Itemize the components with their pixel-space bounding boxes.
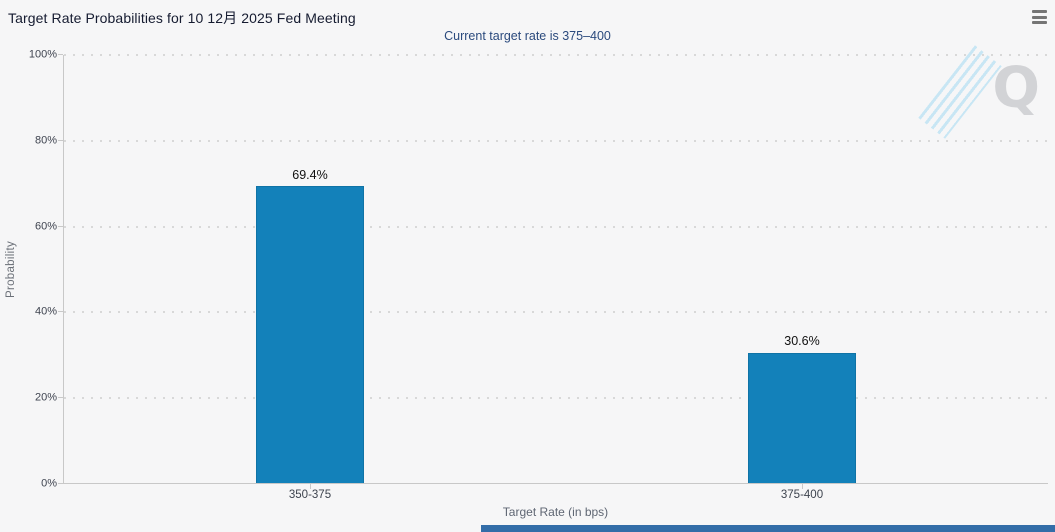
plot-area: Q 69.4% 30.6%	[58, 45, 1048, 489]
probability-bar[interactable]	[256, 186, 364, 484]
probability-bar[interactable]	[748, 352, 856, 484]
y-tick-label: 60%	[34, 220, 57, 233]
gridline	[64, 139, 1048, 142]
y-axis-tick-labels: 0% 20% 40% 60% 80% 100%	[0, 49, 57, 489]
gridline	[64, 311, 1048, 314]
y-tick-mark	[58, 311, 63, 313]
bar-slot: 30.6%	[556, 55, 1048, 489]
x-axis-tick-labels: 350-375 375-400	[64, 489, 1048, 501]
y-tick-label: 80%	[34, 134, 57, 147]
y-tick-label: 0%	[41, 477, 57, 490]
y-tick-label: 40%	[34, 305, 57, 318]
hamburger-bar	[1032, 21, 1047, 24]
bar-value-label: 69.4%	[292, 167, 328, 182]
gridline	[64, 397, 1048, 400]
bar-value-label: 30.6%	[784, 334, 820, 349]
chart-subtitle: Current target rate is 375–400	[444, 29, 611, 43]
bar-slot: 69.4%	[64, 55, 556, 489]
y-tick-mark	[58, 483, 63, 484]
y-tick-mark	[58, 225, 63, 227]
x-tick-label: 350-375	[288, 489, 332, 501]
hamburger-bar	[1032, 10, 1047, 13]
gridline	[64, 54, 1048, 56]
gridline	[64, 225, 1048, 228]
y-tick-mark	[58, 54, 63, 55]
x-axis-line	[63, 483, 1048, 484]
y-axis-line	[63, 55, 64, 484]
x-axis-title: Target Rate (in bps)	[502, 505, 609, 519]
y-tick-mark	[58, 139, 63, 141]
chart-title: Target Rate Probabilities for 10 12月 202…	[8, 10, 356, 26]
y-tick-label: 100%	[28, 48, 57, 61]
hamburger-bar	[1032, 15, 1047, 19]
y-tick-label: 20%	[34, 391, 57, 404]
bars-row: 69.4% 30.6%	[64, 55, 1048, 489]
hamburger-menu-icon[interactable]	[1032, 10, 1047, 24]
y-tick-mark	[58, 397, 63, 399]
horizontal-scrollbar-thumb[interactable]	[481, 525, 1055, 532]
x-tick-label: 375-400	[780, 489, 824, 501]
x-tick-mark	[310, 484, 311, 489]
x-tick-mark	[802, 484, 803, 489]
